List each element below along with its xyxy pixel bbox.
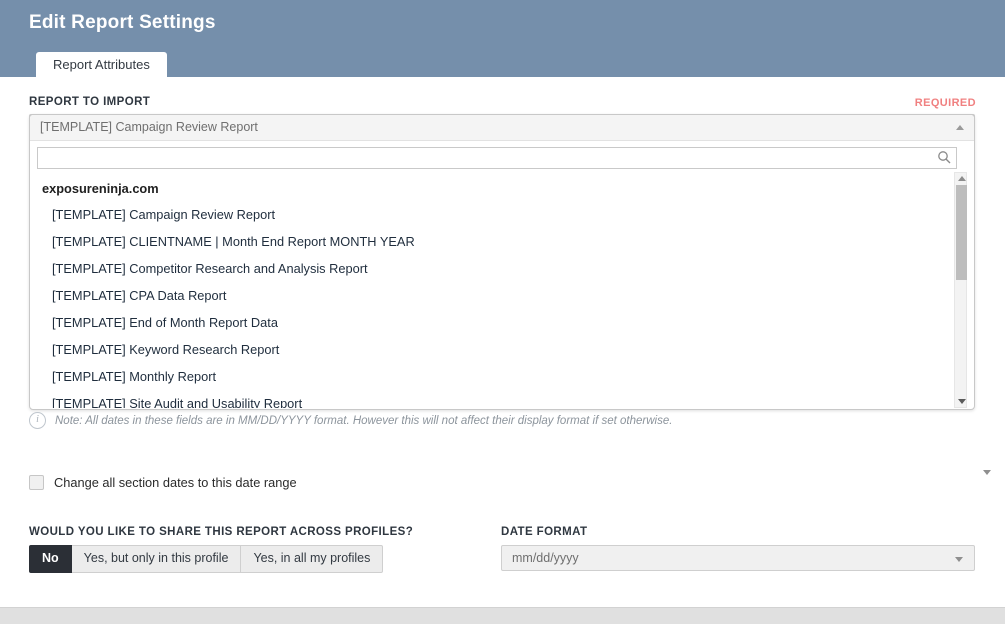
share-across-profiles-block: WOULD YOU LIKE TO SHARE THIS REPORT ACRO… bbox=[29, 526, 413, 573]
dropdown-group-label: exposureninja.com bbox=[42, 181, 159, 196]
footer-divider bbox=[0, 607, 1005, 608]
change-section-dates-label: Change all section dates to this date ra… bbox=[54, 475, 297, 490]
chevron-down-icon[interactable] bbox=[983, 470, 991, 475]
form-content: REPORT TO IMPORT REQUIRED [TEMPLATE] Cam… bbox=[0, 77, 1005, 608]
dropdown-option[interactable]: [TEMPLATE] End of Month Report Data bbox=[52, 315, 278, 330]
note-text: Note: All dates in these fields are in M… bbox=[55, 414, 673, 427]
date-format-note: i Note: All dates in these fields are in… bbox=[29, 412, 672, 429]
page-title: Edit Report Settings bbox=[29, 12, 216, 33]
dropdown-scrollbar[interactable] bbox=[954, 172, 967, 408]
dropdown-option[interactable]: [TEMPLATE] Site Audit and Usability Repo… bbox=[52, 396, 303, 408]
share-option-this-profile[interactable]: Yes, but only in this profile bbox=[71, 545, 242, 573]
dropdown-option[interactable]: [TEMPLATE] Monthly Report bbox=[52, 369, 217, 384]
change-section-dates-checkbox[interactable] bbox=[29, 475, 44, 490]
dropdown-option[interactable]: [TEMPLATE] Campaign Review Report bbox=[52, 207, 276, 222]
dropdown-selected-row[interactable]: [TEMPLATE] Campaign Review Report bbox=[30, 115, 974, 141]
date-format-block: DATE FORMAT mm/dd/yyyy bbox=[501, 526, 975, 571]
chevron-up-icon[interactable] bbox=[956, 125, 964, 130]
report-to-import-label: REPORT TO IMPORT bbox=[29, 96, 151, 108]
report-to-import-dropdown-panel: [TEMPLATE] Campaign Review Report exposu… bbox=[29, 114, 975, 410]
share-option-all-profiles[interactable]: Yes, in all my profiles bbox=[241, 545, 384, 573]
tab-strip: Report Attributes bbox=[36, 52, 167, 78]
chevron-down-icon[interactable] bbox=[955, 557, 963, 562]
scroll-down-arrow-icon[interactable] bbox=[958, 399, 966, 404]
share-across-profiles-label: WOULD YOU LIKE TO SHARE THIS REPORT ACRO… bbox=[29, 526, 414, 538]
app-header: Edit Report Settings Report Attributes bbox=[0, 0, 1005, 78]
dropdown-option[interactable]: [TEMPLATE] CLIENTNAME | Month End Report… bbox=[52, 234, 415, 249]
share-option-no[interactable]: No bbox=[29, 545, 72, 573]
date-format-label: DATE FORMAT bbox=[501, 526, 588, 538]
date-format-value: mm/dd/yyyy bbox=[512, 551, 579, 565]
tab-report-attributes[interactable]: Report Attributes bbox=[36, 52, 167, 78]
dropdown-search-input[interactable] bbox=[37, 147, 957, 169]
share-across-profiles-button-group: No Yes, but only in this profile Yes, in… bbox=[29, 545, 413, 573]
dropdown-search-wrap bbox=[37, 147, 957, 169]
dropdown-option[interactable]: [TEMPLATE] CPA Data Report bbox=[52, 288, 227, 303]
required-badge: REQUIRED bbox=[914, 97, 976, 109]
scroll-up-arrow-icon[interactable] bbox=[958, 176, 966, 181]
info-icon: i bbox=[29, 412, 46, 429]
footer-bar bbox=[0, 608, 1005, 624]
dropdown-option[interactable]: [TEMPLATE] Competitor Research and Analy… bbox=[52, 261, 368, 276]
date-format-select[interactable]: mm/dd/yyyy bbox=[501, 545, 975, 571]
dropdown-selected-value: [TEMPLATE] Campaign Review Report bbox=[40, 120, 258, 134]
search-icon bbox=[937, 150, 952, 165]
dropdown-option-list[interactable]: exposureninja.com [TEMPLATE] Campaign Re… bbox=[31, 175, 956, 408]
scrollbar-thumb[interactable] bbox=[956, 185, 967, 280]
change-section-dates-row[interactable]: Change all section dates to this date ra… bbox=[29, 475, 297, 490]
dropdown-option[interactable]: [TEMPLATE] Keyword Research Report bbox=[52, 342, 280, 357]
